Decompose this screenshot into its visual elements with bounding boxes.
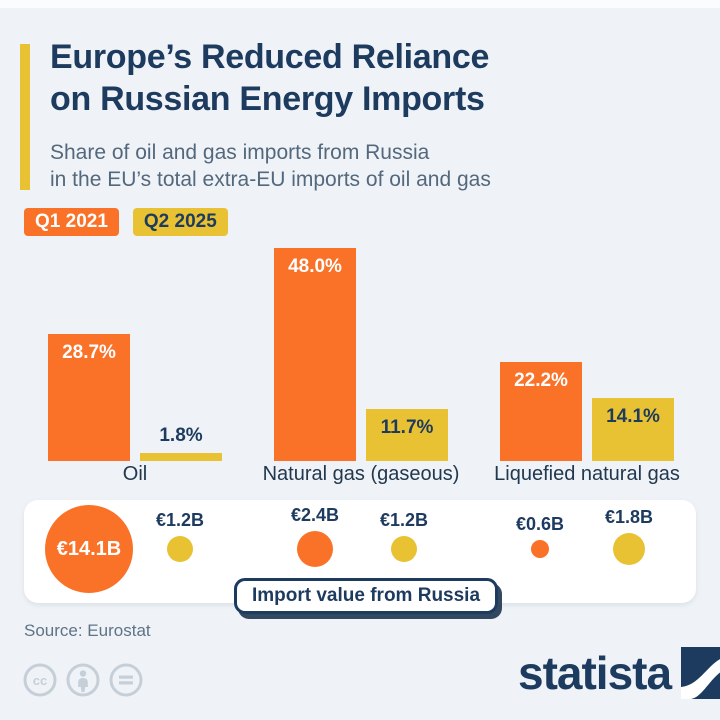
no-derivatives-icon[interactable] — [108, 662, 144, 698]
bubble-value-label: €1.2B — [155, 510, 205, 530]
bubble-value-label: €1.8B — [604, 507, 654, 527]
bar-chart: 28.7% 1.8% 48.0% 11.7% 22.2% 14.1% — [0, 240, 720, 461]
title-line-1: Europe’s Reduced Reliance — [50, 38, 490, 76]
bubble-value-label: €14.1B — [56, 537, 122, 560]
statista-logo[interactable]: statista — [518, 646, 720, 700]
category-label-natural-gas-gaseous: Natural gas (gaseous) — [262, 463, 460, 485]
legend-badge-q2-2025: Q2 2025 — [132, 208, 228, 236]
bubble-q1-2021-natural-gas-gaseous — [297, 531, 333, 567]
page-title: Europe’s Reduced Reliance on Russian Ene… — [50, 36, 690, 120]
cc-icon[interactable]: cc — [22, 662, 58, 698]
bubble-q1-2021-oil: €14.1B — [45, 505, 133, 593]
bar-q1-2021-liquefied-natural-gas — [500, 362, 582, 461]
bar-q2-2025-oil — [140, 453, 222, 461]
bubble-value-label: €1.2B — [379, 510, 429, 530]
statista-mark-icon — [681, 647, 720, 699]
source-note: Source: Eurostat — [24, 621, 151, 640]
subtitle: Share of oil and gas imports from Russia… — [50, 139, 690, 193]
import-value-callout: Import value from Russia — [234, 578, 498, 614]
bar-value-label-q2-2025-natural-gas-gaseous: 11.7% — [380, 417, 434, 438]
statista-wordmark: statista — [518, 647, 672, 699]
attribution-icon[interactable] — [65, 662, 101, 698]
title-accent-bar — [20, 44, 30, 190]
bar-value-label-q2-2025-liquefied-natural-gas: 14.1% — [606, 406, 660, 427]
title-line-2: on Russian Energy Imports — [50, 80, 485, 118]
bubble-q2-2025-natural-gas-gaseous — [391, 536, 417, 562]
bar-value-label-q1-2021-oil: 28.7% — [62, 342, 116, 363]
bar-value-label-q1-2021-liquefied-natural-gas: 22.2% — [514, 370, 568, 391]
bubble-q2-2025-liquefied-natural-gas — [613, 533, 645, 565]
bar-q2-2025-natural-gas-gaseous — [366, 409, 448, 461]
bar-value-label-q2-2025-oil: 1.8% — [159, 425, 203, 446]
bubble-q2-2025-oil — [167, 536, 193, 562]
bubble-value-label: €2.4B — [290, 505, 340, 525]
legend-badge-q1-2021: Q1 2021 — [24, 208, 119, 236]
bubble-value-label: €0.6B — [515, 514, 565, 534]
subtitle-line-2: in the EU’s total extra-EU imports of oi… — [50, 168, 491, 191]
category-label-oil: Oil — [122, 463, 148, 485]
bubble-q1-2021-liquefied-natural-gas — [531, 540, 549, 558]
legend: Q1 2021 Q2 2025 — [24, 208, 228, 236]
bar-q1-2021-natural-gas-gaseous — [274, 248, 356, 461]
svg-text:cc: cc — [33, 673, 47, 688]
bar-value-label-q1-2021-natural-gas-gaseous: 48.0% — [288, 256, 342, 277]
category-label-liquefied-natural-gas: Liquefied natural gas — [494, 463, 680, 485]
subtitle-line-1: Share of oil and gas imports from Russia — [50, 141, 430, 164]
top-border-strip — [0, 0, 720, 8]
bar-q2-2025-liquefied-natural-gas — [592, 398, 674, 461]
bar-q1-2021-oil — [48, 334, 130, 461]
license-icons: cc — [22, 662, 144, 698]
